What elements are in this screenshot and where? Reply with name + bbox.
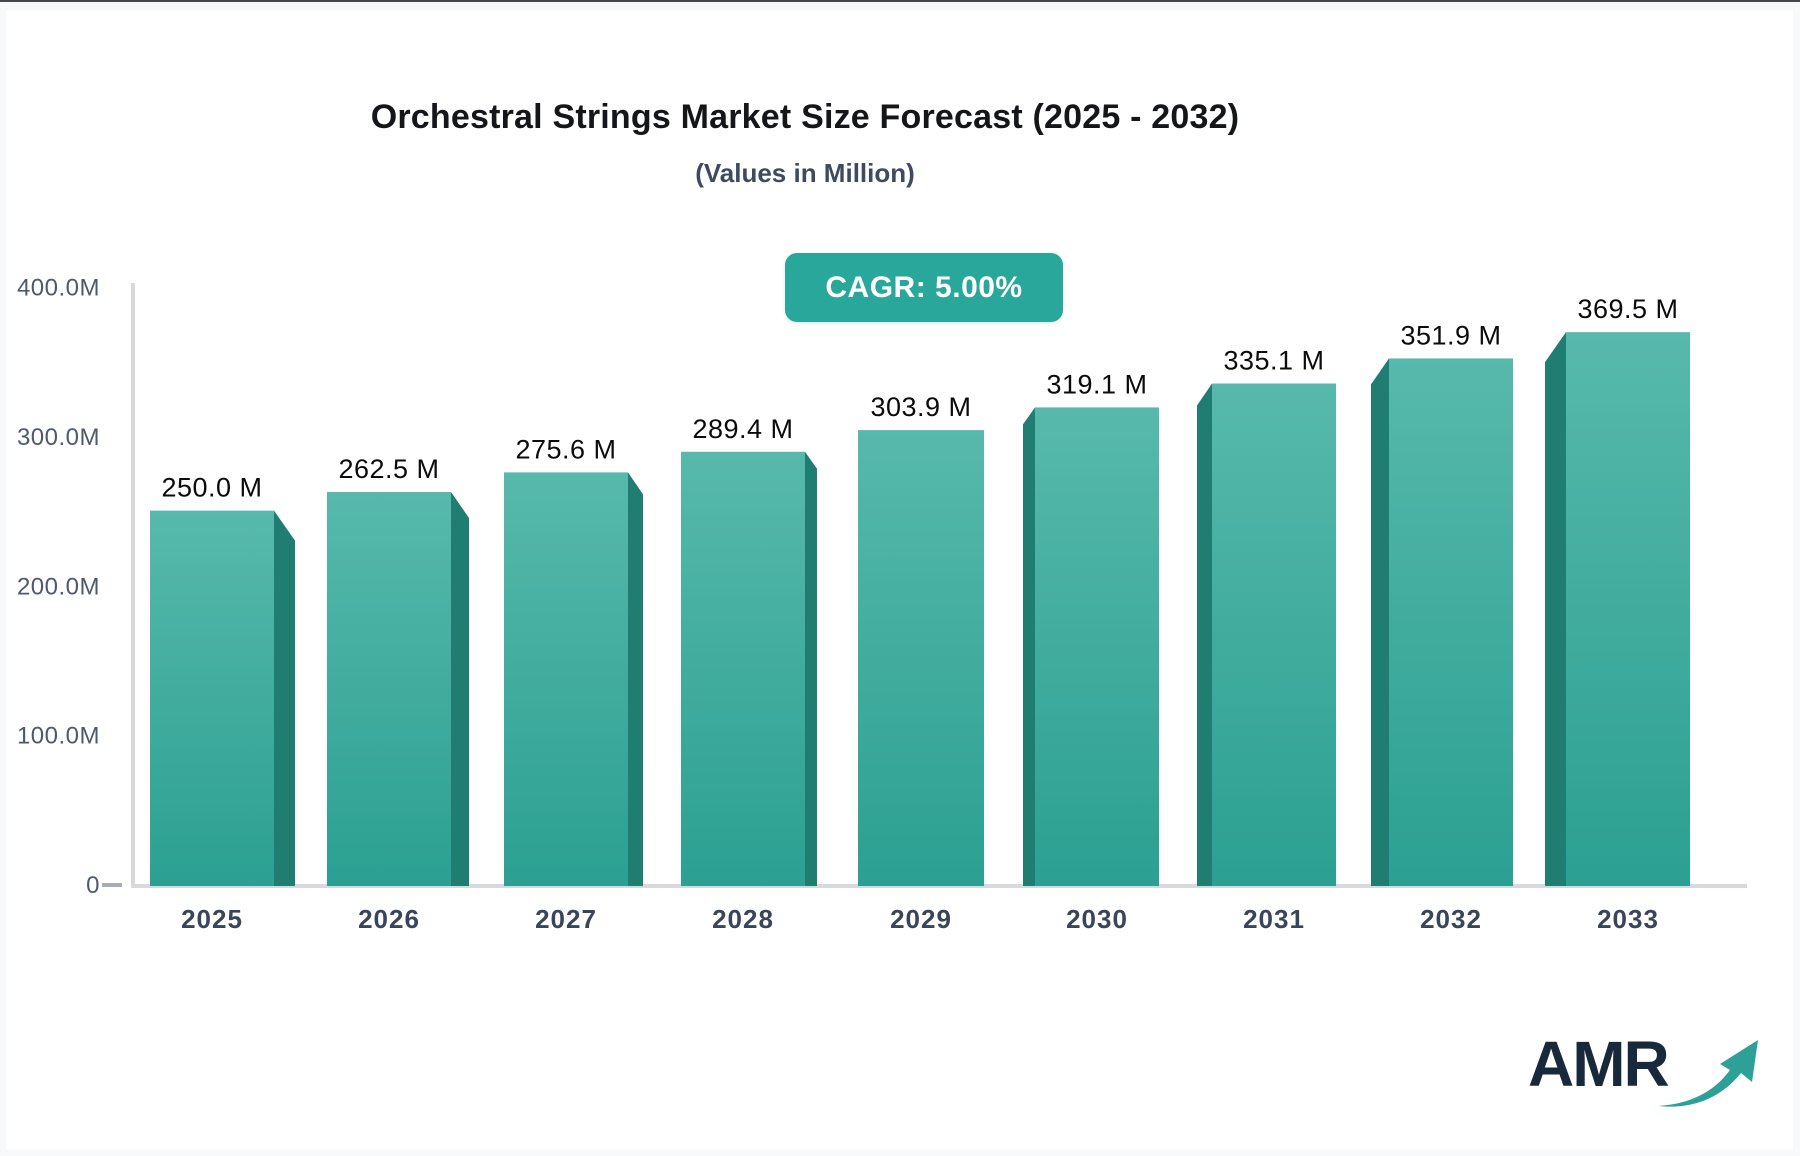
- y-axis-label: 100.0M: [17, 723, 100, 750]
- bar: [858, 430, 984, 886]
- window-top-edge: [0, 0, 1800, 2]
- brand-logo: AMR: [1528, 1032, 1788, 1122]
- bar-side-face: [1197, 383, 1212, 886]
- bar-value-label: 335.1 M: [1223, 346, 1324, 376]
- x-axis-label: 2029: [890, 904, 952, 934]
- bar: [150, 510, 274, 886]
- bar-value-label: 250.0 M: [161, 473, 262, 503]
- y-axis-label: 0: [86, 872, 100, 899]
- page-title: Orchestral Strings Market Size Forecast …: [370, 98, 1240, 136]
- bar: [327, 491, 451, 886]
- bar: [1389, 358, 1513, 886]
- zero-tick-dash: [102, 883, 122, 887]
- x-axis-label: 2027: [535, 904, 597, 934]
- bar: [681, 451, 805, 886]
- bar-side-face: [1371, 358, 1389, 886]
- bar: [1035, 407, 1159, 886]
- brand-logo-text: AMR: [1528, 1028, 1670, 1100]
- bar: [504, 472, 628, 886]
- y-axis-label: 400.0M: [17, 275, 100, 302]
- bar-side-face: [451, 491, 469, 886]
- bar-value-label: 351.9 M: [1400, 320, 1501, 350]
- x-axis-label: 2025: [181, 904, 243, 934]
- cagr-badge-label: CAGR: 5.00%: [825, 270, 1023, 304]
- x-axis-label: 2030: [1066, 904, 1128, 934]
- page-subtitle: (Values in Million): [695, 158, 915, 188]
- growth-arrow-icon: [1658, 1040, 1758, 1107]
- cagr-badge: CAGR: 5.00%: [785, 253, 1063, 322]
- bar: [1566, 332, 1690, 887]
- bar-value-label: 369.5 M: [1577, 294, 1678, 324]
- bar-side-face: [1545, 332, 1566, 887]
- x-axis-label: 2028: [712, 904, 774, 934]
- bar-side-face: [805, 451, 817, 886]
- bar-value-label: 319.1 M: [1046, 369, 1147, 399]
- bar-value-label: 275.6 M: [515, 434, 616, 464]
- y-axis-line: [131, 283, 135, 888]
- x-axis-label: 2031: [1243, 904, 1305, 934]
- bar-value-label: 303.9 M: [870, 392, 971, 422]
- bar: [1212, 383, 1336, 886]
- y-axis-label: 200.0M: [17, 573, 100, 600]
- x-axis-label: 2032: [1420, 904, 1482, 934]
- x-axis-label: 2033: [1597, 904, 1659, 934]
- bar-side-face: [628, 472, 643, 886]
- bar-side-face: [274, 510, 295, 886]
- x-axis-label: 2026: [358, 904, 420, 934]
- bar-value-label: 262.5 M: [338, 454, 439, 484]
- y-axis-label: 300.0M: [17, 424, 100, 451]
- bar-side-face: [1023, 407, 1035, 886]
- bar-value-label: 289.4 M: [692, 414, 793, 444]
